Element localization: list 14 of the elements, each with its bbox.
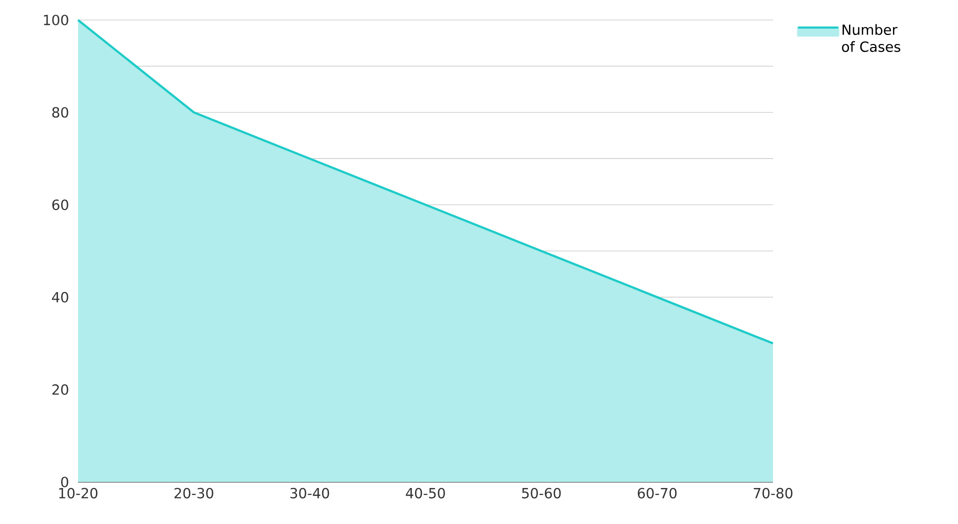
y-tick-label: 40 (52, 292, 68, 302)
x-tick-label: 40-50 (406, 488, 445, 498)
y-tick-label: 60 (52, 199, 68, 210)
x-tick-label: 20-30 (174, 488, 214, 498)
x-tick-label: 70-80 (754, 488, 792, 498)
legend-label: Number of Cases (842, 24, 900, 52)
x-tick-label: 10-20 (59, 488, 98, 498)
y-tick-label: 100 (44, 14, 68, 26)
x-tick-label: 60-70 (638, 488, 677, 498)
y-tick-label: 20 (52, 384, 68, 395)
x-tick-label: 30-40 (290, 488, 330, 498)
y-tick-label: 80 (52, 107, 68, 118)
y-tick-label: 0 (61, 476, 68, 488)
x-tick-label: 50-60 (522, 488, 561, 498)
